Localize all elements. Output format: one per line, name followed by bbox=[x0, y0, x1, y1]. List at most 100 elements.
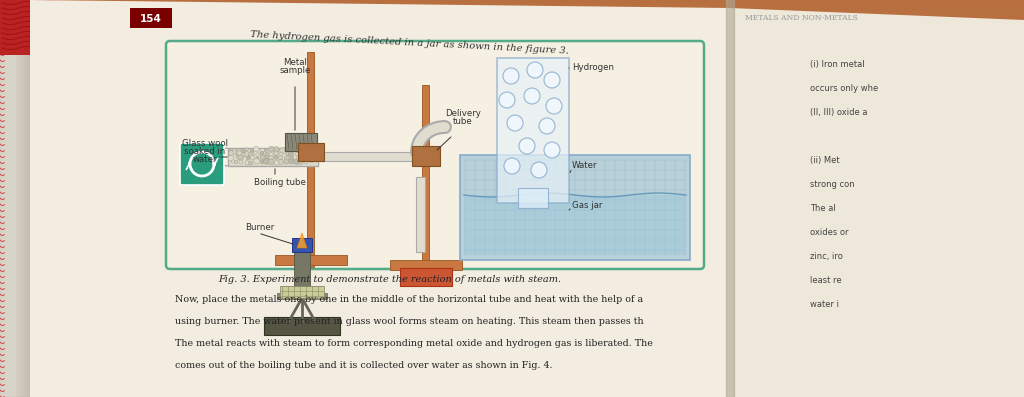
Circle shape bbox=[299, 155, 305, 161]
Text: (ii) Met: (ii) Met bbox=[810, 156, 840, 165]
Circle shape bbox=[519, 138, 535, 154]
Circle shape bbox=[531, 162, 547, 178]
Circle shape bbox=[239, 160, 243, 164]
Circle shape bbox=[286, 152, 290, 156]
Bar bbox=[264, 317, 340, 335]
Circle shape bbox=[298, 158, 303, 164]
Polygon shape bbox=[0, 0, 37, 397]
Circle shape bbox=[228, 151, 233, 156]
Bar bbox=[400, 268, 452, 286]
Polygon shape bbox=[0, 0, 33, 397]
Circle shape bbox=[249, 152, 254, 158]
Circle shape bbox=[274, 156, 278, 160]
Circle shape bbox=[300, 147, 305, 152]
Circle shape bbox=[265, 156, 269, 159]
Circle shape bbox=[234, 153, 238, 156]
Text: Burner: Burner bbox=[245, 224, 274, 233]
Polygon shape bbox=[0, 0, 39, 397]
Text: (II, III) oxide a: (II, III) oxide a bbox=[810, 108, 867, 117]
Circle shape bbox=[236, 148, 240, 152]
Polygon shape bbox=[0, 0, 25, 397]
Circle shape bbox=[269, 152, 273, 157]
Text: (i) Iron metal: (i) Iron metal bbox=[810, 60, 864, 69]
Circle shape bbox=[256, 157, 259, 160]
Text: Fig. 3. Experiment to demonstrate the reaction of metals with steam.: Fig. 3. Experiment to demonstrate the re… bbox=[218, 275, 561, 284]
FancyBboxPatch shape bbox=[166, 41, 705, 269]
Polygon shape bbox=[0, 0, 27, 397]
Circle shape bbox=[544, 142, 560, 158]
Bar bbox=[315, 152, 420, 161]
Circle shape bbox=[245, 161, 250, 165]
Polygon shape bbox=[0, 0, 23, 397]
Polygon shape bbox=[730, 8, 1024, 397]
Circle shape bbox=[265, 152, 269, 157]
Circle shape bbox=[249, 161, 253, 165]
Circle shape bbox=[290, 148, 293, 151]
Bar bbox=[518, 188, 548, 208]
Bar bbox=[292, 238, 312, 252]
Circle shape bbox=[245, 148, 248, 151]
Circle shape bbox=[527, 62, 543, 78]
Circle shape bbox=[290, 156, 294, 160]
Circle shape bbox=[241, 148, 246, 153]
Circle shape bbox=[503, 68, 519, 84]
Text: strong con: strong con bbox=[810, 180, 855, 189]
Circle shape bbox=[544, 72, 560, 88]
Circle shape bbox=[304, 160, 308, 164]
Text: comes out of the boiling tube and it is collected over water as shown in Fig. 4.: comes out of the boiling tube and it is … bbox=[175, 361, 553, 370]
Circle shape bbox=[504, 158, 520, 174]
Circle shape bbox=[279, 156, 283, 160]
Circle shape bbox=[251, 149, 254, 152]
Circle shape bbox=[237, 156, 241, 159]
Circle shape bbox=[242, 153, 246, 157]
Polygon shape bbox=[0, 0, 19, 397]
Circle shape bbox=[546, 98, 562, 114]
Polygon shape bbox=[0, 0, 31, 397]
Circle shape bbox=[260, 151, 264, 155]
Circle shape bbox=[260, 160, 264, 164]
Text: 154: 154 bbox=[140, 14, 162, 24]
Circle shape bbox=[305, 156, 310, 161]
Bar bbox=[275, 255, 347, 265]
Circle shape bbox=[309, 159, 313, 163]
Bar bbox=[416, 177, 425, 252]
Circle shape bbox=[246, 156, 250, 160]
Polygon shape bbox=[30, 0, 730, 397]
Bar bbox=[390, 260, 462, 270]
Text: zinc, iro: zinc, iro bbox=[810, 252, 843, 261]
Text: Metal: Metal bbox=[283, 58, 307, 67]
Circle shape bbox=[285, 146, 290, 152]
Text: Gas jar: Gas jar bbox=[572, 200, 602, 210]
Circle shape bbox=[263, 158, 269, 164]
Circle shape bbox=[264, 149, 267, 152]
Circle shape bbox=[507, 115, 523, 131]
Text: Water: Water bbox=[572, 160, 597, 170]
Polygon shape bbox=[0, 0, 17, 397]
Circle shape bbox=[289, 152, 294, 157]
Circle shape bbox=[284, 159, 289, 164]
Circle shape bbox=[279, 160, 284, 164]
Text: Delivery: Delivery bbox=[445, 109, 481, 118]
Polygon shape bbox=[0, 0, 29, 397]
Text: tube: tube bbox=[454, 117, 473, 126]
Text: soaked in: soaked in bbox=[184, 147, 225, 156]
Circle shape bbox=[295, 152, 299, 156]
Circle shape bbox=[499, 92, 515, 108]
Text: Now, place the metals one by one in the middle of the horizontal tube and heat w: Now, place the metals one by one in the … bbox=[175, 295, 643, 304]
FancyBboxPatch shape bbox=[180, 143, 224, 185]
Circle shape bbox=[250, 156, 254, 160]
Text: The metal reacts with steam to form corresponding metal oxide and hydrogen gas i: The metal reacts with steam to form corr… bbox=[175, 339, 653, 348]
Text: The al: The al bbox=[810, 204, 836, 213]
Circle shape bbox=[289, 158, 294, 164]
Polygon shape bbox=[0, 0, 22, 397]
Circle shape bbox=[294, 159, 299, 164]
Bar bbox=[278, 293, 327, 299]
Circle shape bbox=[268, 146, 274, 152]
Circle shape bbox=[310, 156, 314, 161]
Circle shape bbox=[298, 150, 303, 156]
Bar bbox=[497, 58, 569, 203]
Bar bbox=[285, 133, 317, 151]
Text: water i: water i bbox=[810, 300, 839, 309]
Bar bbox=[130, 8, 172, 28]
Bar bbox=[422, 85, 429, 270]
